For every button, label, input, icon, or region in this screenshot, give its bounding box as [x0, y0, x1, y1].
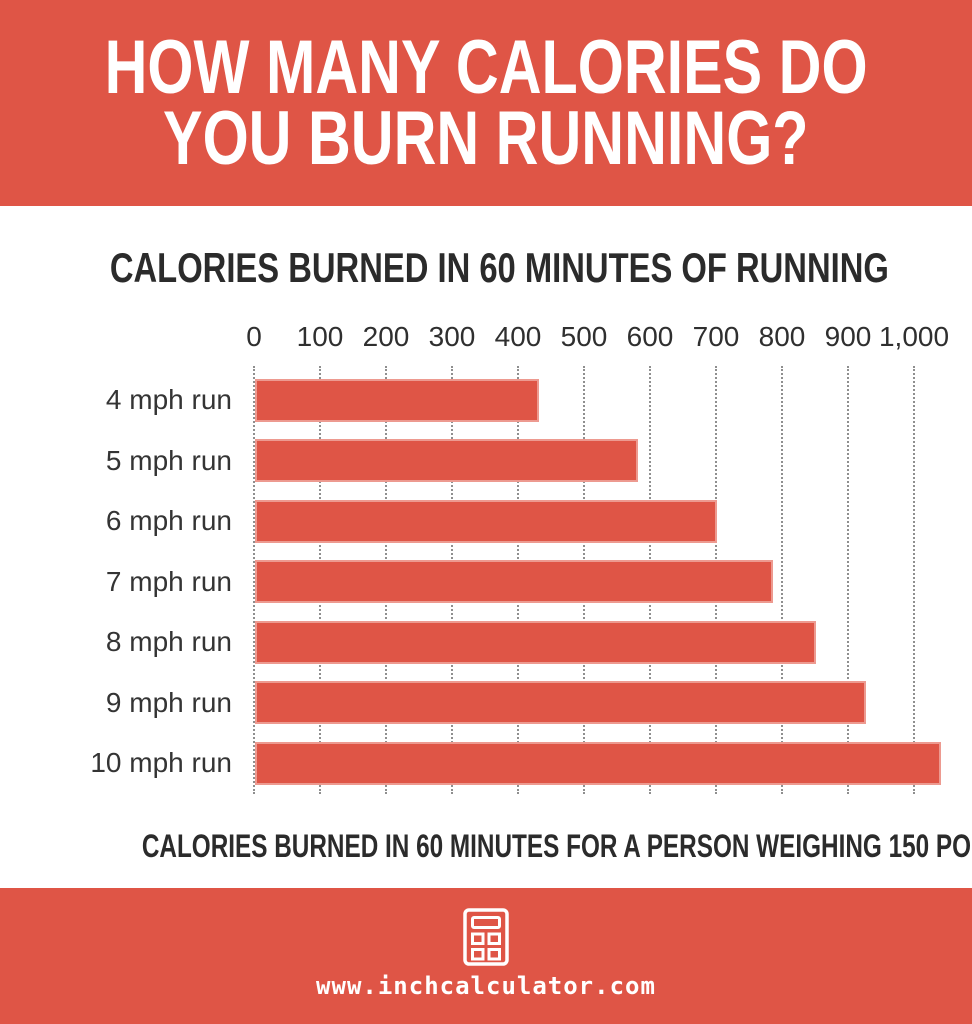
- bar-8-mph-run: [255, 620, 816, 664]
- x-axis-tick-label: 0: [246, 321, 262, 352]
- x-axis-tick-label: 700: [692, 321, 740, 352]
- chart-caption-text: CALORIES BURNED IN 60 MINUTES FOR A PERS…: [141, 828, 972, 864]
- main-title-line2: YOU BURN RUNNING?: [163, 96, 809, 181]
- bar-4-mph-run: [255, 378, 539, 422]
- gridline-1,000: [913, 366, 915, 794]
- main-title-line1: HOW MANY CALORIES DO: [104, 25, 868, 110]
- bar-chart: 0 100 200 300 400 500 600 700 800 900 1,000 4 mph r…: [0, 300, 972, 800]
- x-axis-tick-label: 500: [560, 321, 608, 352]
- header-banner: HOW MANY CALORIES DO YOU BURN RUNNING?: [0, 0, 972, 206]
- website-url: www.inchcalculator.com: [316, 972, 656, 1000]
- gridline-800: [781, 366, 783, 794]
- category-label-6-mph-run: 6 mph run: [105, 505, 232, 536]
- x-axis-tick-label: 400: [494, 321, 542, 352]
- bar-10-mph-run: [255, 741, 941, 785]
- category-label-7-mph-run: 7 mph run: [105, 565, 232, 597]
- gridline-0: [253, 366, 255, 794]
- bar-7-mph-run: [255, 560, 773, 603]
- bar-9-mph-run: [255, 681, 866, 724]
- footer-banner: www.inchcalculator.com: [0, 888, 972, 1024]
- chart-title: CALORIES BURNED IN 60 MINUTES OF RUNNING: [0, 244, 972, 292]
- category-label-10-mph-run: 10 mph run: [90, 747, 232, 778]
- bar-5-mph-run: [255, 439, 638, 482]
- category-label-9-mph-run: 9 mph run: [105, 686, 232, 718]
- x-axis-tick-label: 1,000: [878, 321, 950, 352]
- x-axis-tick-label: 100: [296, 321, 344, 352]
- chart-title-text: CALORIES BURNED IN 60 MINUTES OF RUNNING: [109, 244, 889, 291]
- calculator-icon: [463, 908, 509, 966]
- category-label-8-mph-run: 8 mph run: [105, 626, 232, 657]
- chart-caption: CALORIES BURNED IN 60 MINUTES FOR A PERS…: [0, 824, 972, 868]
- x-axis-tick-label: 300: [428, 321, 476, 352]
- category-label-5-mph-run: 5 mph run: [105, 444, 232, 476]
- x-axis-tick-label: 800: [758, 321, 806, 352]
- x-axis-tick-label: 900: [824, 321, 872, 352]
- x-axis-tick-label: 600: [626, 321, 674, 352]
- category-label-4-mph-run: 4 mph run: [105, 384, 232, 415]
- x-axis-tick-label: 200: [362, 321, 410, 352]
- bar-6-mph-run: [255, 499, 717, 543]
- gridline-900: [847, 366, 849, 794]
